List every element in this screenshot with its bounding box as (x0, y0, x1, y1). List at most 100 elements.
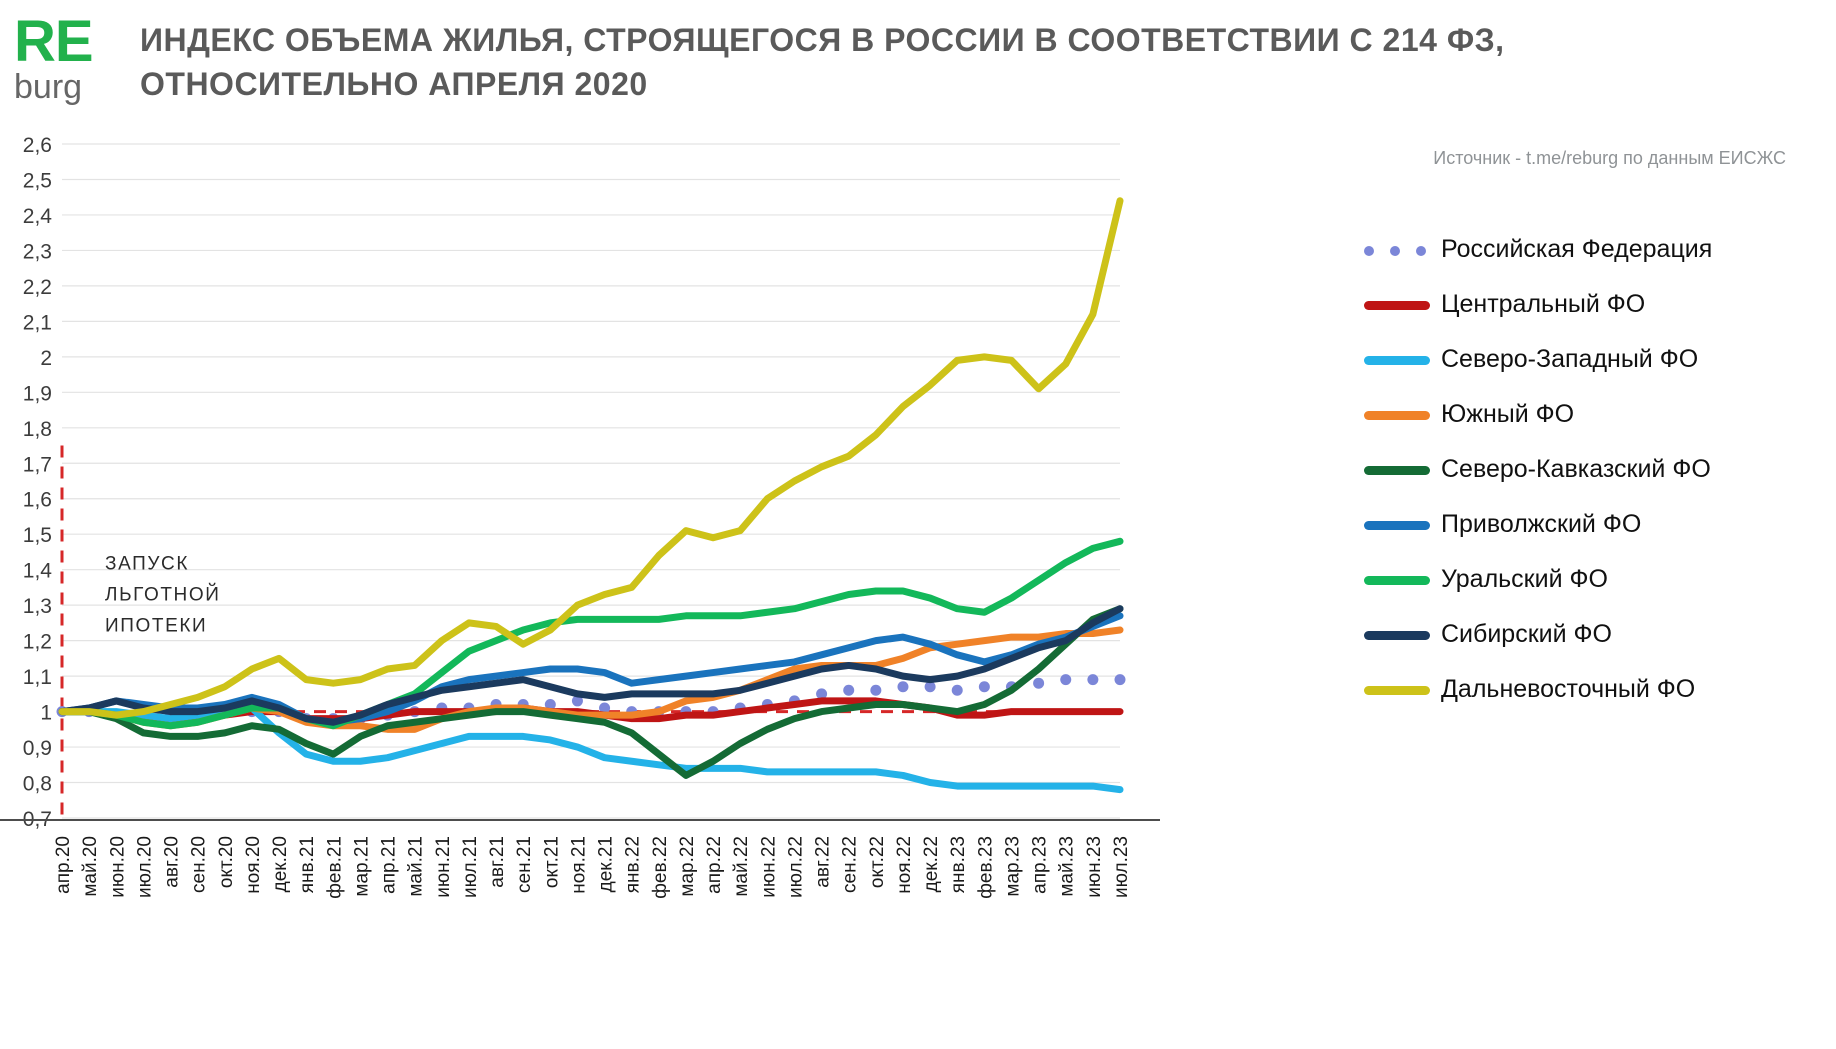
x-axis-tick-label: апр.23 (1030, 836, 1051, 894)
series-point (816, 688, 828, 700)
page-title: ИНДЕКС ОБЪЕМА ЖИЛЬЯ, СТРОЯЩЕГОСЯ В РОССИ… (140, 22, 1505, 102)
y-axis-tick-label: 1,1 (23, 666, 52, 689)
x-axis-tick-label: июн.21 (433, 836, 454, 898)
x-axis-tick-label: июн.20 (107, 836, 128, 898)
chart-legend: Российская Федерация Центральный ФО Северо… (1360, 222, 1830, 717)
x-axis-tick-label: фев.22 (650, 836, 671, 899)
y-axis-tick-label: 2,3 (23, 240, 52, 263)
x-axis-tick-label: мар.22 (677, 836, 698, 897)
x-axis-tick-label: июл.22 (785, 836, 806, 898)
y-axis-tick-label: 2,6 (23, 134, 52, 157)
legend-item[interactable]: Центральный ФО (1360, 277, 1830, 332)
annotation-line: ИПОТЕКИ (105, 616, 207, 637)
y-axis-tick-label: 1,5 (23, 524, 52, 547)
legend-item-label: Российская Федерация (1441, 235, 1713, 263)
series-point (571, 695, 583, 707)
series-point (1033, 677, 1045, 689)
legend-item-label: Сибирский ФО (1441, 620, 1612, 648)
x-axis-tick-label: сен.22 (840, 836, 861, 893)
legend-swatch-dotted-icon (1360, 239, 1435, 261)
source-note: Источник - t.me/reburg по данным ЕИСЖС (1433, 148, 1786, 168)
series-line (58, 537, 1124, 730)
x-axis-tick-label: сен.21 (514, 836, 535, 893)
legend-item[interactable]: Сибирский ФО (1360, 607, 1830, 662)
legend-item-label: Приволжский ФО (1441, 510, 1642, 538)
legend-swatch-line-icon (1360, 624, 1435, 646)
series-point (599, 702, 611, 714)
series-line (58, 605, 1124, 779)
x-axis-tick-label: июл.20 (134, 836, 155, 898)
legend-item-label: Северо-Западный ФО (1441, 345, 1699, 373)
x-axis-tick-label: дек.20 (270, 836, 291, 892)
y-axis-tick-label: 1,6 (23, 489, 52, 512)
y-axis-tick-label: 1 (40, 702, 52, 725)
x-axis-tick-label: мар.21 (351, 836, 372, 897)
y-axis-tick-label: 0,9 (23, 737, 52, 760)
legend-item[interactable]: Северо-Западный ФО (1360, 332, 1830, 387)
x-axis-tick-label: июн.22 (758, 836, 779, 898)
series-point (1060, 674, 1072, 686)
legend-swatch-line-icon (1360, 569, 1435, 591)
x-axis-tick-label: май.22 (731, 836, 752, 897)
series-point (843, 684, 855, 696)
x-axis-tick-label: ноя.20 (243, 836, 264, 894)
series-point (1087, 674, 1099, 686)
y-axis-tick-label: 1,7 (23, 453, 52, 476)
legend-item[interactable]: Уральский ФО (1360, 552, 1830, 607)
legend-swatch-line-icon (1360, 679, 1435, 701)
x-axis-tick-label: ноя.21 (568, 836, 589, 894)
chart-container: 2,6 2,5 2,4 2,3 2,2 2,1 2 1,9 1,8 1,7 1,6 1,5 1,4 1,3… (0, 128, 1160, 1049)
x-axis-tick-label: сен.20 (189, 836, 210, 893)
y-axis-tick-label: 1,2 (23, 631, 52, 654)
series-line (58, 197, 1124, 719)
y-axis-tick-label: 1,4 (23, 560, 53, 583)
legend-swatch-line-icon (1360, 514, 1435, 536)
x-axis-tick-label: фев.21 (324, 836, 345, 899)
series-point (1114, 674, 1126, 686)
x-axis-tick-label: июл.21 (460, 836, 481, 898)
x-axis-tick-label: мар.23 (1002, 836, 1023, 897)
legend-item-label: Дальневосточный ФО (1441, 675, 1696, 703)
x-axis-tick-label: фев.23 (975, 836, 996, 899)
series-point (897, 681, 909, 693)
y-axis-tick-label: 2,5 (23, 169, 52, 192)
legend-item-label: Центральный ФО (1441, 290, 1646, 318)
x-axis-tick-label: янв.22 (623, 836, 644, 893)
x-axis-tick-label: ноя.22 (894, 836, 915, 894)
y-axis-tick-label: 1,8 (23, 418, 52, 441)
x-axis-tick-label: янв.21 (297, 836, 318, 893)
x-axis-tick-label: май.20 (80, 836, 101, 897)
x-axis-tick-label: июл.23 (1111, 836, 1132, 898)
series-point (951, 684, 963, 696)
series-point (870, 684, 882, 696)
x-axis-tick-label: авг.21 (487, 836, 508, 888)
legend-swatch-line-icon (1360, 349, 1435, 371)
line-chart: 2,6 2,5 2,4 2,3 2,2 2,1 2 1,9 1,8 1,7 1,6 1,5 1,4 1,3… (0, 134, 1160, 899)
x-axis-tick-label: окт.20 (216, 836, 237, 888)
y-axis-tick-label: 2 (40, 347, 52, 370)
legend-swatch-line-icon (1360, 459, 1435, 481)
annotation-line: ЛЬГОТНОЙ (105, 584, 221, 606)
page-header: RE burg ИНДЕКС ОБЪЕМА ЖИЛЬЯ, СТРОЯЩЕГОСЯ… (0, 0, 1836, 128)
legend-item[interactable]: Российская Федерация (1360, 222, 1830, 277)
legend-item[interactable]: Северо-Кавказский ФО (1360, 442, 1830, 497)
series-point (544, 698, 556, 710)
y-axis-tick-label: 2,2 (23, 276, 52, 299)
legend-item[interactable]: Приволжский ФО (1360, 497, 1830, 552)
legend-item[interactable]: Дальневосточный ФО (1360, 662, 1830, 717)
legend-item[interactable]: Южный ФО (1360, 387, 1830, 442)
x-axis-tick-label: май.21 (406, 836, 427, 897)
y-axis-tick-label: 1,3 (23, 595, 52, 618)
x-axis-tick-label: янв.23 (948, 836, 969, 893)
reburg-logo: RE burg (14, 13, 114, 114)
x-axis-tick-label: авг.22 (813, 836, 834, 888)
x-axis-tick-label: окт.21 (541, 836, 562, 888)
x-axis-tick-label: дек.21 (596, 836, 617, 892)
series-point (924, 681, 936, 693)
x-axis-tick-label: апр.21 (379, 836, 400, 894)
x-axis-tick-label: авг.20 (162, 836, 183, 888)
annotation-line: ЗАПУСК (105, 554, 189, 575)
y-axis-tick-label: 1,9 (23, 382, 52, 405)
legend-item-label: Южный ФО (1441, 400, 1575, 428)
